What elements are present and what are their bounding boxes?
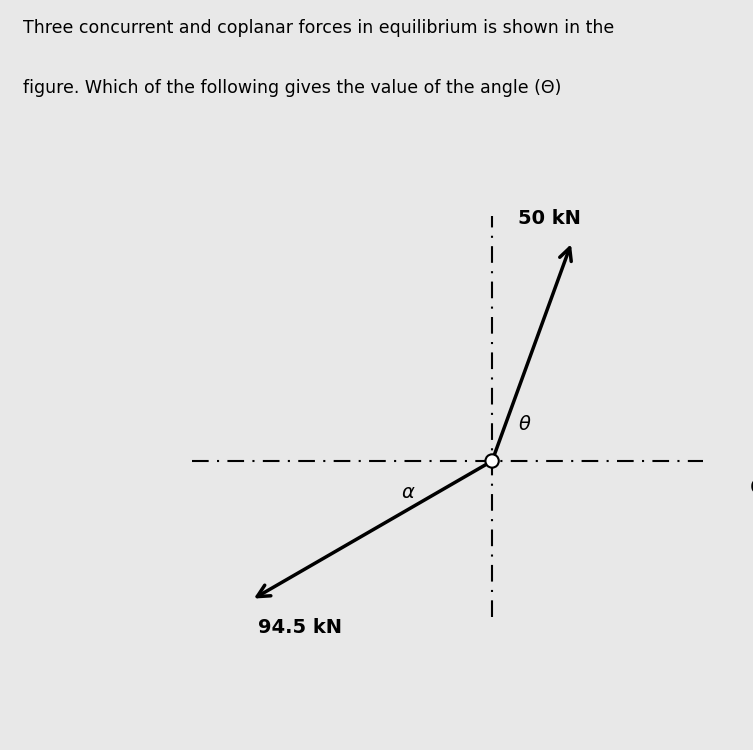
Text: Three concurrent and coplanar forces in equilibrium is shown in the: Three concurrent and coplanar forces in … xyxy=(23,20,614,37)
Text: 50 kN: 50 kN xyxy=(518,209,581,228)
Text: 60 kN: 60 kN xyxy=(750,478,753,497)
Text: α: α xyxy=(401,483,414,502)
Text: figure. Which of the following gives the value of the angle (Θ): figure. Which of the following gives the… xyxy=(23,79,561,97)
Circle shape xyxy=(486,454,498,468)
Text: θ: θ xyxy=(519,416,531,434)
Text: 94.5 kN: 94.5 kN xyxy=(258,618,343,637)
